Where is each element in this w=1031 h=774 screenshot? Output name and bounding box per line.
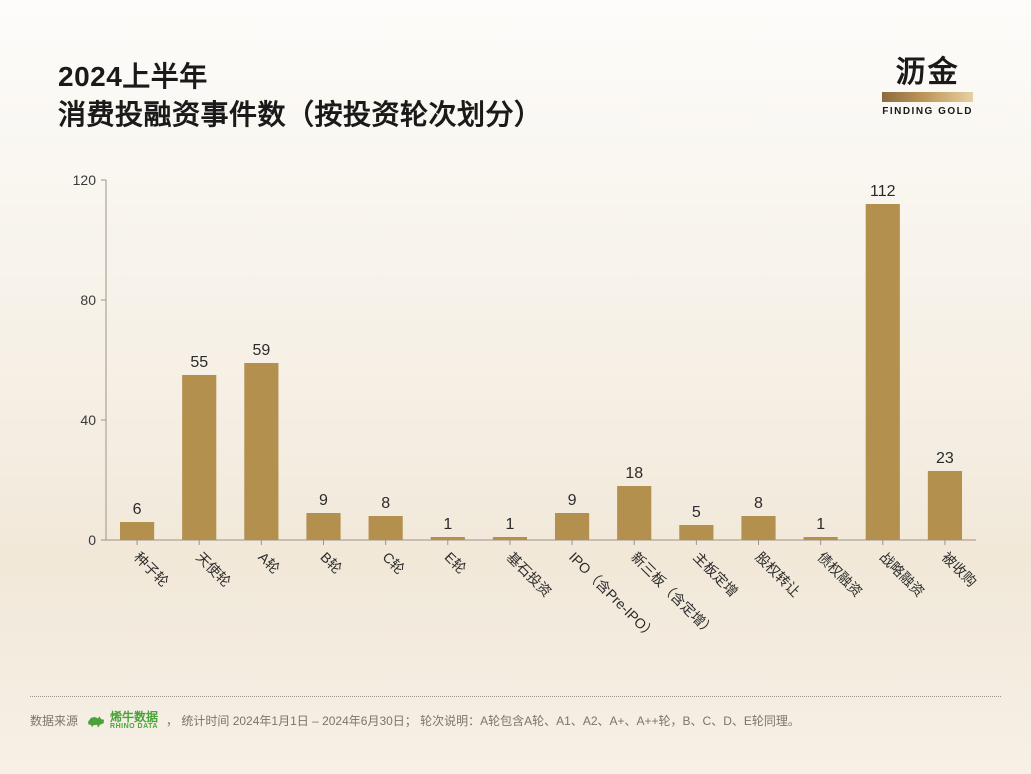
bar: [306, 513, 340, 540]
y-tick-label: 40: [80, 412, 96, 428]
bar-value-label: 1: [505, 516, 514, 533]
bar-value-label: 8: [754, 495, 763, 512]
bar-value-label: 1: [816, 516, 825, 533]
bar: [617, 486, 651, 540]
bar-value-label: 59: [252, 342, 270, 359]
bar-value-label: 18: [625, 465, 643, 482]
category-label: 被收购: [939, 549, 980, 590]
bar-chart: 040801206种子轮55天使轮59A轮9B轮8C轮1E轮1基石投资9IPO（…: [58, 180, 981, 640]
y-tick-label: 80: [80, 292, 96, 308]
footer-note: ， 统计时间 2024年1月1日 – 2024年6月30日； 轮次说明：A轮包含…: [166, 712, 800, 729]
bar: [679, 525, 713, 540]
rhino-logo: 烯牛数据 RHINO DATA: [86, 711, 158, 730]
bar: [928, 471, 962, 540]
footer: 数据来源 烯牛数据 RHINO DATA ， 统计时间 2024年1月1日 – …: [30, 696, 1001, 730]
category-label: 债权融资: [815, 549, 866, 600]
bar: [866, 204, 900, 540]
bar-value-label: 9: [319, 492, 328, 509]
title-line-1: 2024上半年: [58, 58, 543, 96]
bar-value-label: 112: [870, 183, 896, 200]
bar-value-label: 23: [936, 450, 954, 467]
bar: [804, 537, 838, 540]
category-label: 主板定增: [690, 549, 741, 600]
chart-container: 040801206种子轮55天使轮59A轮9B轮8C轮1E轮1基石投资9IPO（…: [58, 180, 981, 640]
category-label: 基石投资: [504, 549, 555, 600]
rhino-icon: [86, 714, 106, 728]
bar-value-label: 9: [568, 492, 577, 509]
category-label: 种子轮: [131, 549, 172, 590]
category-label: A轮: [255, 549, 283, 577]
bar-value-label: 5: [692, 504, 701, 521]
y-tick-label: 0: [88, 532, 96, 548]
category-label: C轮: [380, 549, 408, 577]
header: 2024上半年 消费投融资事件数（按投资轮次划分） 沥金 FINDING GOL…: [58, 58, 973, 134]
source-prefix: 数据来源: [30, 712, 78, 729]
brand-logo-en: FINDING GOLD: [882, 106, 973, 117]
rhino-logo-en: RHINO DATA: [110, 723, 158, 730]
bar-value-label: 8: [381, 495, 390, 512]
bar: [369, 516, 403, 540]
category-label: B轮: [317, 549, 345, 577]
category-label: 天使轮: [193, 549, 234, 590]
bar-value-label: 55: [190, 354, 208, 371]
bar: [244, 363, 278, 540]
brand-logo-cn: 沥金: [882, 58, 973, 88]
title-block: 2024上半年 消费投融资事件数（按投资轮次划分）: [58, 58, 543, 134]
y-tick-label: 120: [73, 172, 97, 188]
bar-value-label: 6: [133, 501, 142, 518]
title-line-2: 消费投融资事件数（按投资轮次划分）: [58, 96, 543, 134]
bar: [120, 522, 154, 540]
bar: [741, 516, 775, 540]
category-label: 股权转让: [752, 549, 803, 600]
bar-value-label: 1: [443, 516, 452, 533]
brand-logo-underline: [882, 92, 973, 102]
bar: [431, 537, 465, 540]
category-label: E轮: [442, 549, 470, 577]
bar: [182, 375, 216, 540]
category-label: 战略融资: [877, 549, 928, 600]
bar: [493, 537, 527, 540]
rhino-logo-cn: 烯牛数据: [110, 711, 158, 723]
bar: [555, 513, 589, 540]
brand-logo: 沥金 FINDING GOLD: [882, 58, 973, 117]
